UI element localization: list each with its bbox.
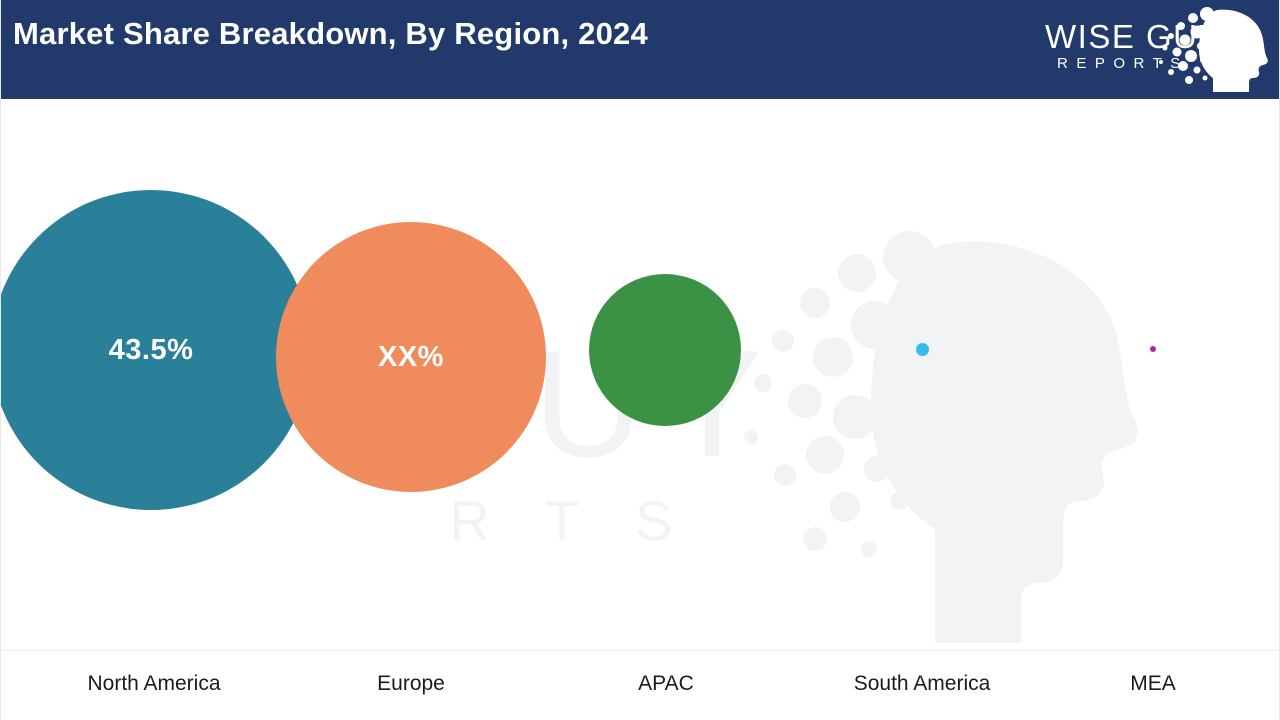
bubble-south-america[interactable]	[916, 343, 929, 356]
category-label-row: North America Europe APAC South America …	[1, 650, 1279, 720]
category-label-north-america: North America	[87, 672, 221, 695]
bubble-north-america[interactable]: 43.5%	[1, 190, 311, 510]
watermark-text-sub: RTS	[449, 489, 729, 552]
category-label-apac: APAC	[638, 672, 694, 695]
bubble-europe[interactable]: XX%	[276, 222, 546, 492]
chart-plot-area: GUY RTS	[1, 99, 1279, 650]
category-label-south-america: South America	[853, 672, 991, 695]
watermark-head-silhouette-icon	[744, 231, 1139, 643]
logo-wordmark-main: WISE GUY	[1045, 18, 1223, 55]
logo-wordmark-sub: REPORTS	[1057, 55, 1189, 72]
head-silhouette-icon	[1159, 7, 1268, 92]
bubble-apac[interactable]	[589, 274, 741, 426]
category-label-europe: Europe	[377, 672, 445, 695]
bubble-label-north-america: 43.5%	[108, 333, 194, 366]
header-bar: Market Share Breakdown, By Region, 2024 …	[1, 0, 1279, 99]
category-label-mea: MEA	[1130, 672, 1176, 695]
page-title: Market Share Breakdown, By Region, 2024	[13, 16, 648, 51]
bubble-label-europe: XX%	[378, 340, 444, 373]
brand-logo: WISE GUY REPORTS	[1027, 6, 1273, 94]
bubble-mea[interactable]	[1150, 346, 1156, 352]
